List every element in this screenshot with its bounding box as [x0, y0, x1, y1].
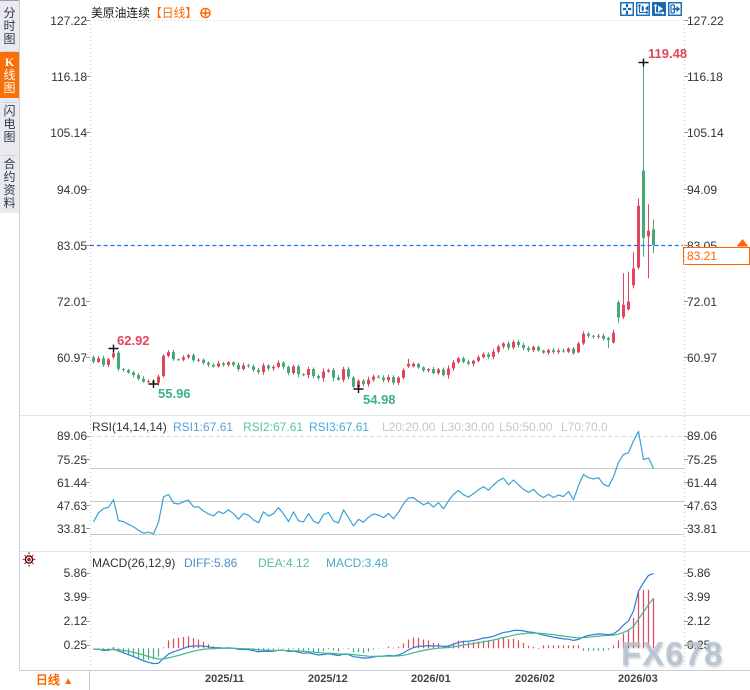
svg-text:62.92: 62.92 — [117, 333, 150, 348]
svg-text:54.98: 54.98 — [363, 392, 396, 407]
svg-text:55.96: 55.96 — [158, 386, 191, 401]
svg-text:119.48: 119.48 — [648, 46, 687, 61]
